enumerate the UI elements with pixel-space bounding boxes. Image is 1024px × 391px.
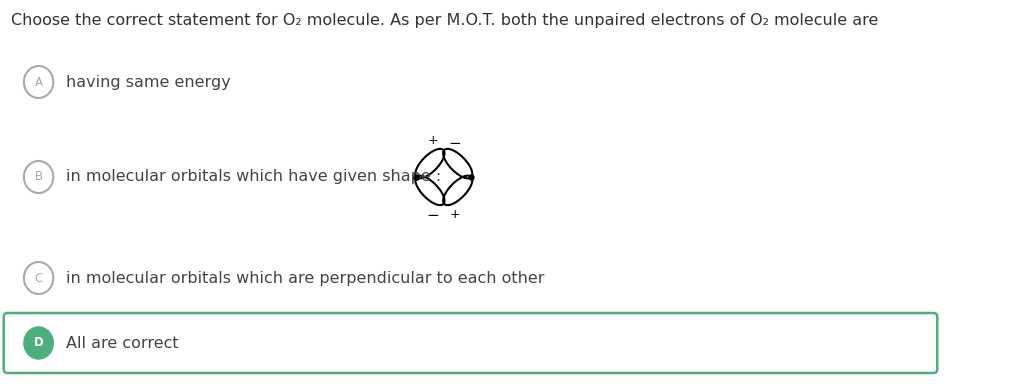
Text: in molecular orbitals which are perpendicular to each other: in molecular orbitals which are perpendi…	[67, 271, 545, 285]
Text: All are correct: All are correct	[67, 335, 179, 350]
Text: having same energy: having same energy	[67, 75, 230, 90]
Text: −: −	[426, 208, 439, 222]
FancyBboxPatch shape	[4, 313, 937, 373]
Text: C: C	[35, 271, 43, 285]
Text: Choose the correct statement for O₂ molecule. As per M.O.T. both the unpaired el: Choose the correct statement for O₂ mole…	[11, 13, 879, 28]
Circle shape	[24, 327, 53, 359]
Text: −: −	[449, 136, 461, 151]
Text: D: D	[34, 337, 43, 350]
Text: A: A	[35, 75, 43, 88]
Text: in molecular orbitals which have given shape :: in molecular orbitals which have given s…	[67, 170, 441, 185]
Text: +: +	[427, 135, 438, 147]
Text: B: B	[35, 170, 43, 183]
Text: +: +	[450, 208, 460, 221]
